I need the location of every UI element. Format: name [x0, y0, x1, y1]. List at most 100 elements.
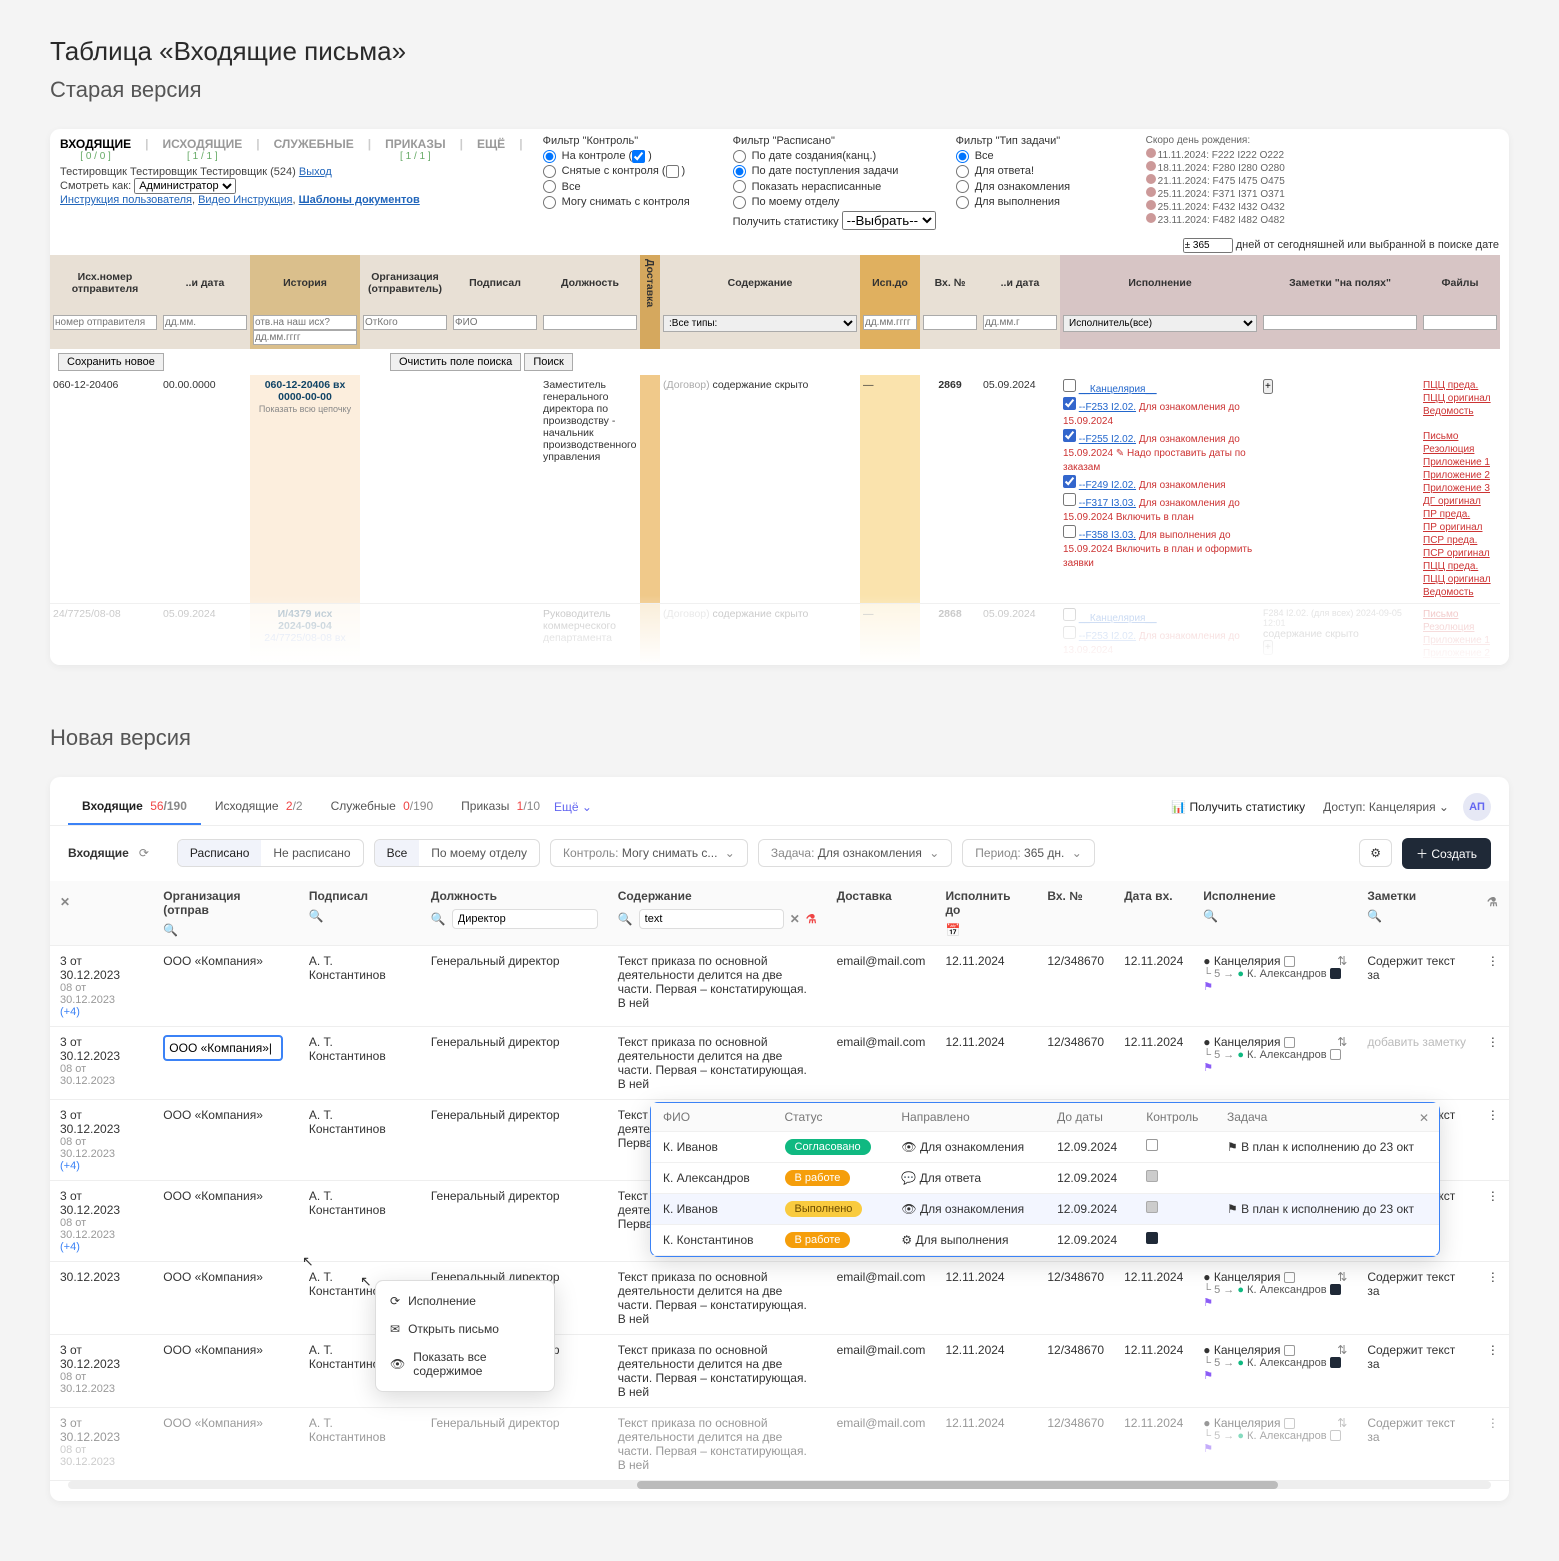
filter-option[interactable]: Для выполнения	[956, 195, 1126, 210]
menu-item[interactable]: ⟳Исполнение	[376, 1287, 554, 1315]
col-header[interactable]: Доставка	[827, 881, 936, 946]
search-input[interactable]	[863, 315, 917, 330]
search-input[interactable]	[983, 315, 1057, 330]
table-row[interactable]: 3 от 30.12.202308 от 30.12.2023ООО «Комп…	[50, 1407, 1509, 1480]
filter-option[interactable]: По дате создания(канц.)	[733, 149, 936, 164]
row-menu[interactable]: ⋮	[1477, 1026, 1509, 1099]
filter-option[interactable]: Могу снимать с контроля	[543, 195, 713, 210]
filter-chip[interactable]: Задача: Для ознакомления ⌄	[758, 839, 952, 867]
task-opts: Все Для ответа! Для ознакомления Для вып…	[956, 149, 1126, 211]
old-tab[interactable]: ВХОДЯЩИЕ[ 0 / 0 ]	[60, 137, 131, 162]
old-tabs: ВХОДЯЩИЕ[ 0 / 0 ] | ИСХОДЯЩИЕ[ 1 / 1 ] |…	[50, 129, 533, 162]
logout-link[interactable]: Выход	[299, 166, 332, 178]
filter-option[interactable]: Для ответа!	[956, 164, 1126, 179]
col-header[interactable]: Организация (отправ🔍	[153, 881, 299, 946]
avatar[interactable]: АП	[1463, 793, 1491, 821]
menu-item[interactable]: 👁Показать все содержимое	[376, 1343, 554, 1385]
menu-item[interactable]: ✉Открыть письмо	[376, 1315, 554, 1343]
col-header[interactable]: ⚗	[1477, 881, 1509, 946]
seg-option[interactable]: По моему отделу	[419, 840, 539, 866]
row-menu[interactable]: ⋮	[1477, 1180, 1509, 1261]
new-tab[interactable]: Приказы 1/10	[447, 789, 554, 825]
table-row[interactable]: 3 от 30.12.202308 от 30.12.2023ООО «Комп…	[50, 1334, 1509, 1407]
popup-row[interactable]: К. АлександровВ работе💬 Для ответа12.09.…	[651, 1162, 1439, 1193]
table-row[interactable]: 3 от 30.12.202308 от 30.12.2023А. Т. Кон…	[50, 1026, 1509, 1099]
search-input[interactable]	[363, 315, 447, 330]
col-header: Заметки "на полях"	[1260, 255, 1420, 311]
more-menu[interactable]: Ещё ⌄	[554, 800, 592, 814]
row-menu[interactable]: ⋮	[1477, 1334, 1509, 1407]
seg-option[interactable]: Все	[375, 840, 420, 866]
search-input[interactable]	[1423, 315, 1497, 330]
add-note-button[interactable]: +	[1263, 379, 1273, 394]
new-tab[interactable]: Входящие 56/190	[68, 789, 201, 825]
org-input[interactable]	[163, 1035, 283, 1061]
stat-select[interactable]: --Выбрать--	[842, 211, 936, 230]
days-input[interactable]	[1183, 238, 1233, 253]
stats-link[interactable]: 📊 Получить статистику	[1171, 800, 1305, 814]
col-header[interactable]: Исполнение🔍	[1193, 881, 1357, 946]
col-header: Подписал	[450, 255, 540, 311]
old-tab[interactable]: ЕЩЁ	[477, 137, 505, 162]
user-link[interactable]: Инструкция пользователя	[60, 194, 192, 206]
new-thead: ✕Организация (отправ🔍Подписал🔍Должность🔍…	[50, 881, 1509, 946]
col-header[interactable]: Подписал🔍	[299, 881, 421, 946]
role-select[interactable]: Администратор	[134, 178, 236, 194]
save-new-button[interactable]: Сохранить новое	[58, 353, 164, 371]
table-row[interactable]: 3 от 30.12.202308 от 30.12.2023(+4)ООО «…	[50, 945, 1509, 1026]
col-header[interactable]: ✕	[50, 881, 153, 946]
row-menu[interactable]: ⋮	[1477, 1407, 1509, 1480]
create-button[interactable]: ＋ Создать	[1402, 838, 1491, 869]
page-title: Таблица «Входящие письма»	[50, 0, 1509, 77]
search-input[interactable]	[923, 315, 977, 330]
popup-row[interactable]: К. ИвановВыполнено👁 Для ознакомления12.0…	[651, 1193, 1439, 1224]
col-header[interactable]: Заметки🔍	[1357, 881, 1477, 946]
filter-button[interactable]: ⚙	[1359, 839, 1392, 867]
clear-search-button[interactable]: Очистить поле поиска	[390, 353, 521, 371]
filter-chip[interactable]: Контроль: Могу снимать с... ⌄	[550, 839, 748, 867]
filter-option[interactable]: На контроле ()	[543, 149, 713, 164]
h-scrollbar[interactable]	[68, 1481, 1491, 1489]
search-input[interactable]	[453, 315, 537, 330]
new-tab[interactable]: Исходящие 2/2	[201, 789, 317, 825]
col-header[interactable]: Вх. №	[1037, 881, 1114, 946]
popup-row[interactable]: К. КонстантиновВ работе⚙ Для выполнения1…	[651, 1224, 1439, 1255]
filter-option[interactable]: Для ознакомления	[956, 180, 1126, 195]
popup-row[interactable]: К. ИвановСогласовано👁 Для ознакомления12…	[651, 1131, 1439, 1162]
access-select[interactable]: Доступ: Канцелярия ⌄	[1323, 800, 1449, 814]
filter-option[interactable]: Показать нерасписанные	[733, 180, 936, 195]
old-tab[interactable]: ПРИКАЗЫ[ 1 / 1 ]	[385, 137, 446, 162]
filter-option[interactable]: По моему отделу	[733, 195, 936, 210]
old-tab[interactable]: СЛУЖЕБНЫЕ	[274, 137, 354, 162]
old-tab[interactable]: ИСХОДЯЩИЕ[ 1 / 1 ]	[162, 137, 242, 162]
new-tab[interactable]: Служебные 0/190	[317, 789, 448, 825]
col-header[interactable]: Дата вх.	[1114, 881, 1193, 946]
user-link[interactable]: Видео Инструкция	[198, 194, 292, 206]
filter-option[interactable]: По дате поступления задачи	[733, 164, 936, 179]
table-row[interactable]: 30.12.2023ООО «Компания»А. Т. Константин…	[50, 1261, 1509, 1334]
row-menu[interactable]: ⋮	[1477, 1099, 1509, 1180]
refresh-icon[interactable]: ⟳	[139, 846, 149, 860]
search-input[interactable]	[1263, 315, 1417, 330]
filter-chip[interactable]: Период: 365 дн. ⌄	[962, 839, 1094, 867]
search-button[interactable]: Поиск	[524, 353, 572, 371]
search-input[interactable]	[53, 315, 157, 330]
filter-option[interactable]: Снятые с контроля ()	[543, 164, 713, 179]
table-row: 24/7725/08-0805.09.2024И/4379 исх2024-09…	[50, 604, 1509, 665]
filter-option[interactable]: Все	[543, 180, 713, 195]
close-icon[interactable]: ✕	[1419, 1111, 1429, 1125]
context-menu: ⟳Исполнение✉Открыть письмо👁Показать все …	[375, 1280, 555, 1392]
old-buttons: Сохранить новое Очистить поле поиска Пои…	[50, 349, 1509, 375]
col-header[interactable]: Исполнить до📅	[935, 881, 1037, 946]
user-link[interactable]: Шаблоны документов	[299, 194, 420, 206]
col-header[interactable]: Должность🔍	[421, 881, 608, 946]
seg-option[interactable]: Не расписано	[261, 840, 362, 866]
search-input[interactable]	[543, 315, 637, 330]
filter-option[interactable]: Все	[956, 149, 1126, 164]
seg-option[interactable]: Расписано	[178, 840, 261, 866]
row-menu[interactable]: ⋮	[1477, 945, 1509, 1026]
row-menu[interactable]: ⋮	[1477, 1261, 1509, 1334]
search-input[interactable]	[163, 315, 247, 330]
old-rows: 060-12-2040600.00.0000060-12-20406 вх000…	[50, 375, 1509, 665]
col-header[interactable]: Содержание🔍 ✕ ⚗	[608, 881, 827, 946]
